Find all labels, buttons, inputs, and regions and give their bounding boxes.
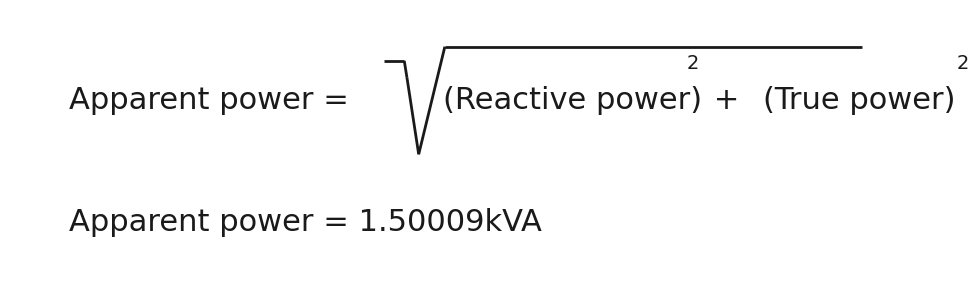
- Text: (True power): (True power): [762, 86, 955, 115]
- Text: (Reactive power): (Reactive power): [443, 86, 701, 115]
- Text: Apparent power =: Apparent power =: [68, 86, 358, 115]
- Text: Apparent power = 1.50009kVA: Apparent power = 1.50009kVA: [68, 208, 541, 237]
- Text: +: +: [704, 86, 759, 115]
- Text: 2: 2: [956, 54, 968, 73]
- Text: 2: 2: [686, 54, 698, 73]
